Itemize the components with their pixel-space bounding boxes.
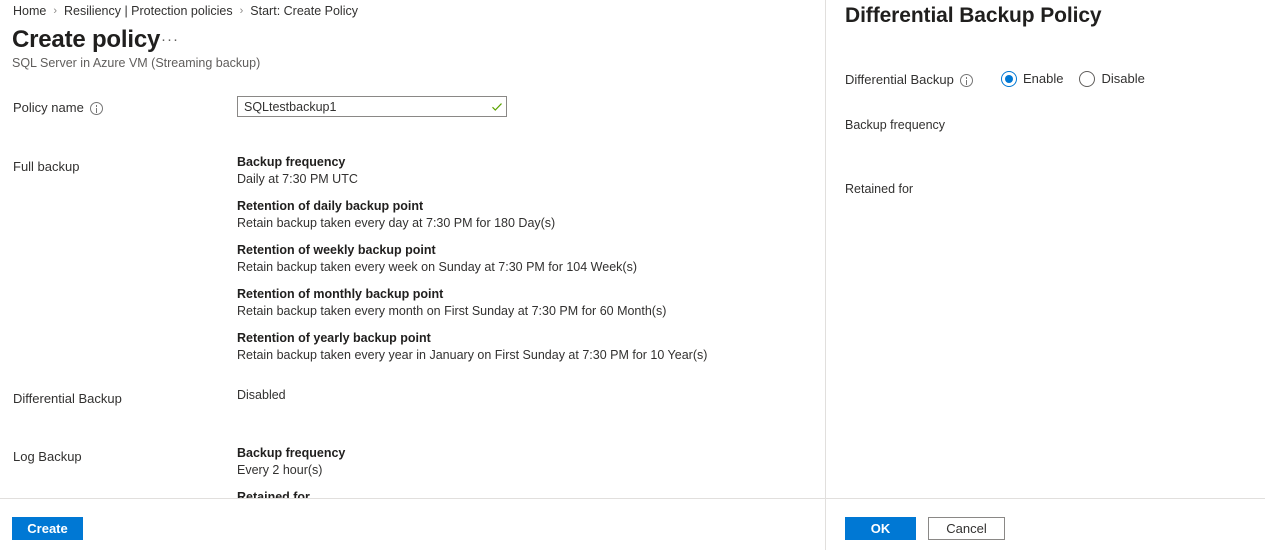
radio-label-enable: Enable (1023, 71, 1064, 86)
detail-text: Retain backup taken every year in Januar… (237, 348, 708, 362)
differential-backup-label-group: Differential Backup (845, 71, 973, 89)
radio-label-disable: Disable (1101, 71, 1145, 86)
page-subtitle: SQL Server in Azure VM (Streaming backup… (12, 56, 261, 70)
section-label-full-backup: Full backup (13, 159, 80, 174)
create-policy-panel: Home › Resiliency | Protection policies … (0, 3, 825, 550)
page-title: Create policy (12, 26, 161, 53)
cancel-button[interactable]: Cancel (928, 517, 1005, 540)
detail-text: Daily at 7:30 PM UTC (237, 172, 358, 186)
detail-heading: Retained for (237, 490, 310, 498)
differential-backup-policy-panel: Differential Backup Policy Differential … (825, 0, 1265, 550)
detail-heading: Backup frequency (237, 446, 346, 460)
differential-backup-label: Differential Backup (845, 72, 954, 87)
detail-text: Retain backup taken every day at 7:30 PM… (237, 216, 556, 230)
detail-group: Retention of daily backup point Retain b… (237, 198, 707, 232)
radio-option-enable[interactable]: Enable (1001, 70, 1063, 88)
detail-group: Retention of monthly backup point Retain… (237, 286, 707, 320)
breadcrumb-separator-icon: › (239, 5, 244, 17)
detail-text: Disabled (237, 388, 286, 402)
retained-for-label: Retained for (845, 182, 914, 196)
section-body-differential-backup: Disabled (237, 387, 286, 404)
breadcrumb-item-start-create-policy[interactable]: Start: Create Policy (250, 4, 358, 18)
section-body-log-backup: Backup frequency Every 2 hour(s) Retaine… (237, 445, 345, 498)
detail-text: Every 2 hour(s) (237, 463, 323, 477)
policy-name-label-group: Policy name (13, 99, 103, 117)
detail-text: Retain backup taken every month on First… (237, 304, 667, 318)
breadcrumb: Home › Resiliency | Protection policies … (13, 3, 358, 20)
left-footer-divider (0, 498, 825, 499)
detail-group: Retention of weekly backup point Retain … (237, 242, 707, 276)
radio-mark-disable (1079, 71, 1096, 87)
policy-name-label: Policy name (13, 100, 84, 115)
detail-heading: Retention of yearly backup point (237, 331, 431, 345)
detail-group: Retained for (237, 489, 345, 498)
ok-button[interactable]: OK (845, 517, 916, 540)
section-label-differential-backup: Differential Backup (13, 391, 122, 406)
detail-heading: Retention of daily backup point (237, 199, 424, 213)
detail-heading: Backup frequency (237, 155, 346, 169)
radio-mark-enable (1001, 71, 1017, 87)
breadcrumb-item-resiliency[interactable]: Resiliency | Protection policies (64, 4, 233, 18)
detail-heading: Retention of monthly backup point (237, 287, 444, 301)
right-footer-divider (826, 498, 1265, 499)
left-content-scroll-area: Home › Resiliency | Protection policies … (12, 3, 707, 498)
detail-group: Backup frequency Daily at 7:30 PM UTC (237, 154, 707, 188)
policy-name-input-wrapper[interactable] (237, 96, 507, 117)
backup-frequency-label: Backup frequency (845, 118, 946, 132)
panel-title: Differential Backup Policy (845, 4, 1102, 27)
info-icon[interactable] (959, 73, 973, 87)
radio-option-disable[interactable]: Disable (1079, 70, 1145, 88)
more-options-button[interactable]: ··· (161, 31, 179, 48)
detail-heading: Retention of weekly backup point (237, 243, 436, 257)
section-label-log-backup: Log Backup (13, 449, 82, 464)
detail-text: Retain backup taken every week on Sunday… (237, 260, 637, 274)
detail-group: Retention of yearly backup point Retain … (237, 330, 707, 364)
info-icon[interactable] (89, 101, 103, 115)
create-button[interactable]: Create (12, 517, 83, 540)
policy-name-input[interactable] (238, 97, 488, 116)
detail-group: Backup frequency Every 2 hour(s) (237, 445, 345, 479)
left-footer: Create (0, 499, 825, 550)
breadcrumb-separator-icon: › (53, 5, 58, 17)
differential-backup-radio-group: Enable Disable (1001, 70, 1145, 88)
breadcrumb-item-home[interactable]: Home (13, 4, 47, 18)
checkmark-icon (488, 97, 506, 116)
section-body-full-backup: Backup frequency Daily at 7:30 PM UTC Re… (237, 154, 707, 364)
